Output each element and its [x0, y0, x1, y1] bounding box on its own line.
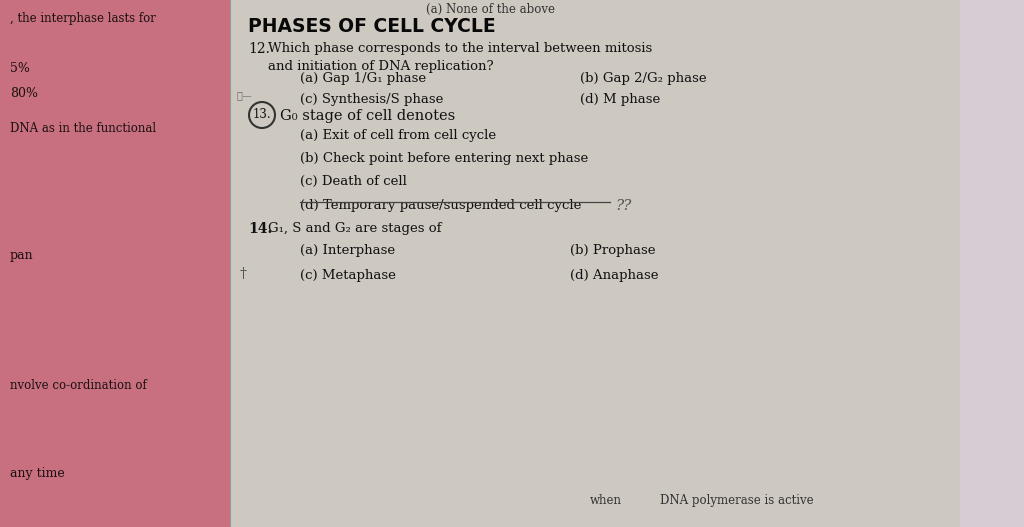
Text: DNA polymerase is active: DNA polymerase is active — [660, 494, 814, 507]
Text: 13.: 13. — [253, 108, 271, 121]
Text: pan: pan — [10, 249, 34, 262]
Text: (a) None of the above: (a) None of the above — [426, 3, 555, 16]
Text: (d) Temporary pause/suspended cell cycle: (d) Temporary pause/suspended cell cycle — [300, 199, 582, 212]
Text: (a) Gap 1/G₁ phase: (a) Gap 1/G₁ phase — [300, 72, 426, 85]
Text: 14.: 14. — [248, 222, 272, 236]
Text: ??: ?? — [615, 199, 631, 213]
Text: 5%: 5% — [10, 62, 30, 75]
Text: (a) Exit of cell from cell cycle: (a) Exit of cell from cell cycle — [300, 129, 496, 142]
Text: 12.: 12. — [248, 42, 270, 56]
Text: when: when — [590, 494, 622, 507]
Text: (b) Check point before entering next phase: (b) Check point before entering next pha… — [300, 152, 588, 165]
Text: G₁, S and G₂ are stages of: G₁, S and G₂ are stages of — [268, 222, 441, 235]
Text: (c) Metaphase: (c) Metaphase — [300, 269, 396, 282]
Text: (b) Gap 2/G₂ phase: (b) Gap 2/G₂ phase — [580, 72, 707, 85]
Text: 80%: 80% — [10, 87, 38, 100]
Text: DNA as in the functional: DNA as in the functional — [10, 122, 156, 135]
Text: †: † — [240, 267, 247, 281]
Text: PHASES OF CELL CYCLE: PHASES OF CELL CYCLE — [248, 17, 496, 36]
Polygon shape — [961, 0, 1024, 527]
Text: (c) Synthesis/S phase: (c) Synthesis/S phase — [300, 93, 443, 106]
Text: (d) Anaphase: (d) Anaphase — [570, 269, 658, 282]
Text: any time: any time — [10, 467, 65, 480]
Text: , the interphase lasts for: , the interphase lasts for — [10, 12, 156, 25]
Text: (b) Prophase: (b) Prophase — [570, 244, 655, 257]
Text: and initiation of DNA replication?: and initiation of DNA replication? — [268, 60, 494, 73]
Text: G₀ stage of cell denotes: G₀ stage of cell denotes — [280, 109, 456, 123]
Text: ★—: ★— — [237, 91, 253, 100]
Text: nvolve co-ordination of: nvolve co-ordination of — [10, 379, 146, 392]
Text: (a) Interphase: (a) Interphase — [300, 244, 395, 257]
Text: Which phase corresponds to the interval between mitosis: Which phase corresponds to the interval … — [268, 42, 652, 55]
Polygon shape — [0, 0, 230, 527]
Text: (c) Death of cell: (c) Death of cell — [300, 175, 407, 188]
Text: (d) M phase: (d) M phase — [580, 93, 660, 106]
